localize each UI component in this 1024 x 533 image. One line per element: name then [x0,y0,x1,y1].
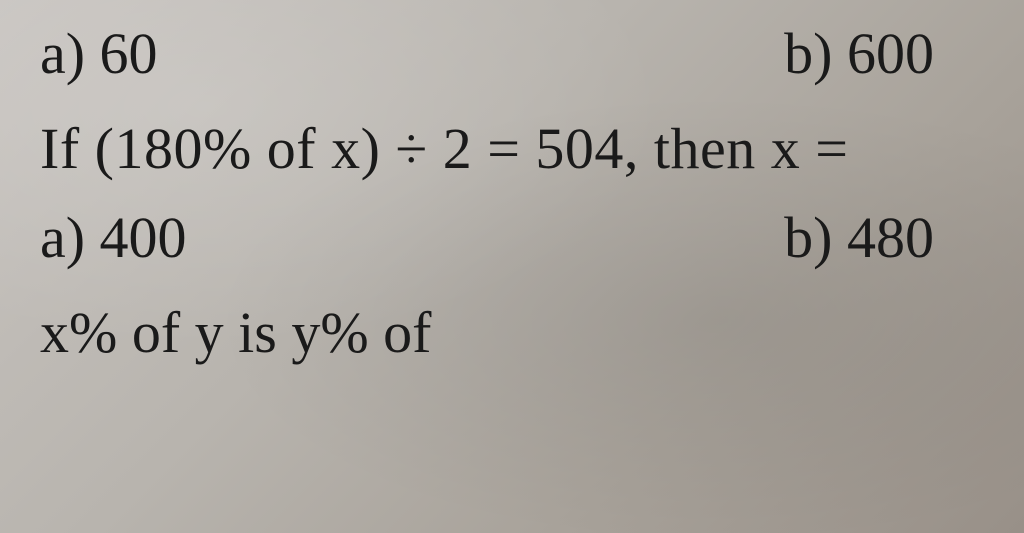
question-1-text: If (180% of x) ÷ 2 = 504, then x = [30,115,994,182]
content-container: a) 60 b) 600 If (180% of x) ÷ 2 = 504, t… [30,20,994,366]
question-2-text: x% of y is y% of [30,299,994,366]
prev-option-b: b) 600 [784,20,994,87]
question-1-option-a: a) 400 [30,204,187,271]
prev-options-row: a) 60 b) 600 [30,20,994,87]
prev-option-a: a) 60 [30,20,158,87]
question-1-option-b: b) 480 [784,204,994,271]
question-1-options-row: a) 400 b) 480 [30,204,994,271]
